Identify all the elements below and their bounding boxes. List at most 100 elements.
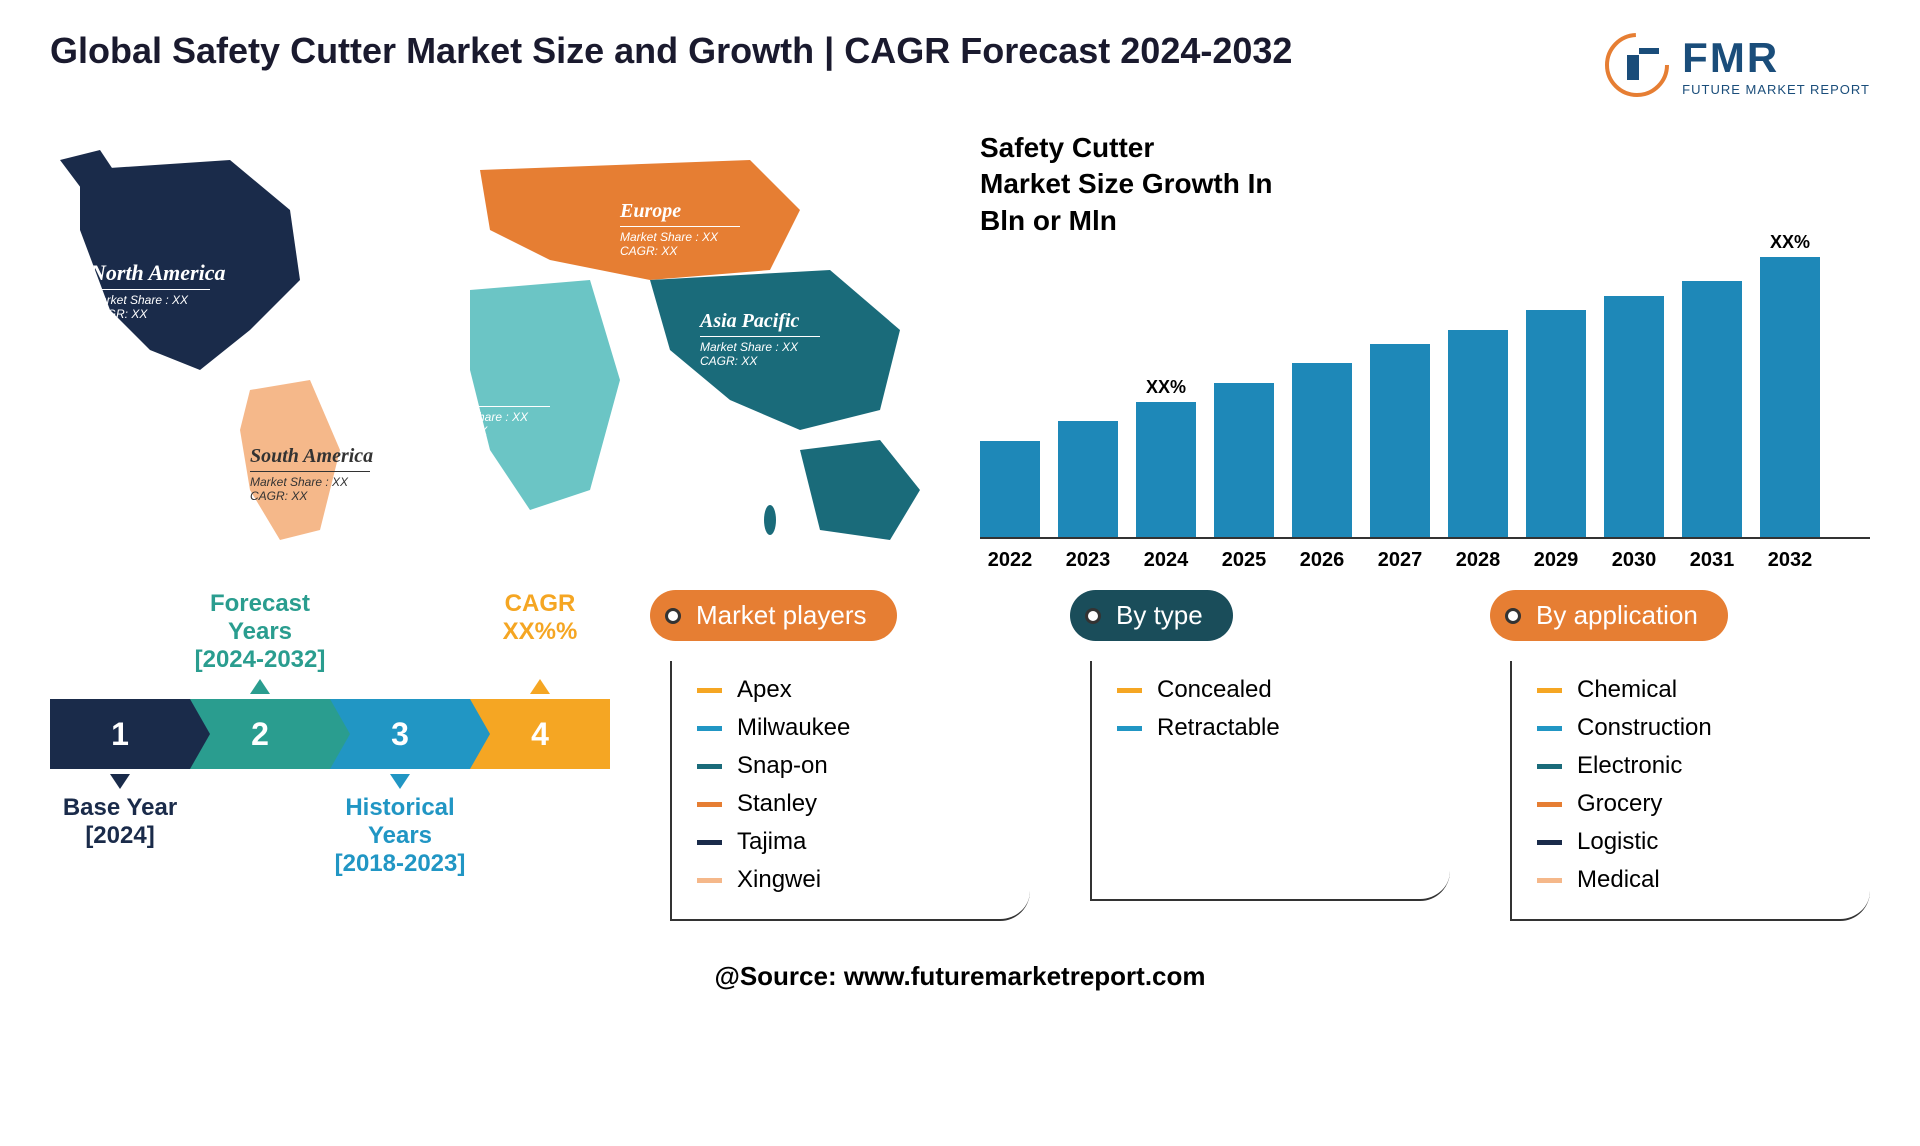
item-label: Concealed: [1157, 676, 1272, 704]
timeline-label-bottom: Historical Years[2018-2023]: [330, 794, 470, 878]
timeline-label-top: CAGRXX%%: [470, 590, 610, 674]
bar-year-label: 2024: [1136, 549, 1196, 572]
item-label: Electronic: [1577, 752, 1682, 780]
bar-wrap: XX%: [1136, 402, 1196, 537]
timeline-label-bottom: [470, 794, 610, 878]
category-dot-icon: [1085, 608, 1101, 624]
region-share: Market Share : XX: [620, 230, 740, 244]
item-dash-icon: [1117, 688, 1142, 693]
item-dash-icon: [1117, 726, 1142, 731]
timeline-step: 3: [330, 699, 470, 769]
item-dash-icon: [697, 840, 722, 845]
region-name: South America: [250, 445, 373, 468]
category-item: Concealed: [1117, 676, 1430, 704]
map-region-label: MEA Market Share : XX CAGR: XX: [430, 380, 550, 438]
category-item: Milwaukee: [697, 714, 1010, 742]
logo: FMR FUTURE MARKET REPORT: [1602, 30, 1870, 100]
item-dash-icon: [697, 878, 722, 883]
bar: [1526, 310, 1586, 537]
bar: [1370, 344, 1430, 537]
category-item: Xingwei: [697, 866, 1010, 894]
bar-year-label: 2023: [1058, 549, 1118, 572]
bar-year-label: 2027: [1370, 549, 1430, 572]
region-cagr: CAGR: XX: [620, 244, 740, 258]
region-name: Asia Pacific: [700, 310, 820, 333]
bar: [1292, 363, 1352, 537]
bar-annotation: XX%: [1146, 377, 1186, 398]
item-dash-icon: [697, 802, 722, 807]
bar: [1760, 257, 1820, 537]
region-share: Market Share : XX: [700, 340, 820, 354]
category-dot-icon: [665, 608, 681, 624]
category-item: Chemical: [1537, 676, 1850, 704]
item-label: Construction: [1577, 714, 1712, 742]
chart-title: Safety CutterMarket Size Growth InBln or…: [980, 130, 1870, 239]
category-item: Retractable: [1117, 714, 1430, 742]
bar-chart-section: Safety CutterMarket Size Growth InBln or…: [980, 130, 1870, 550]
bottom-section: Forecast Years[2024-2032]CAGRXX%%1234Bas…: [50, 590, 1870, 921]
item-label: Chemical: [1577, 676, 1677, 704]
category-header: By application: [1490, 590, 1728, 641]
category-item: Tajima: [697, 828, 1010, 856]
category-header: Market players: [650, 590, 897, 641]
item-label: Apex: [737, 676, 792, 704]
bar-wrap: XX%: [1760, 257, 1820, 537]
region-name: MEA: [430, 380, 550, 403]
item-dash-icon: [1537, 764, 1562, 769]
logo-main: FMR: [1682, 34, 1870, 82]
bar-year-label: 2030: [1604, 549, 1664, 572]
item-label: Tajima: [737, 828, 806, 856]
bar-year-label: 2025: [1214, 549, 1274, 572]
category-section: By application Chemical Construction Ele…: [1490, 590, 1870, 921]
bar-wrap: [1058, 421, 1118, 537]
category-item: Logistic: [1537, 828, 1850, 856]
item-label: Xingwei: [737, 866, 821, 894]
region-name: Europe: [620, 200, 740, 223]
timeline-step: 1: [50, 699, 190, 769]
category-title: Market players: [696, 600, 867, 631]
bar: [980, 441, 1040, 538]
category-item: Construction: [1537, 714, 1850, 742]
bar-wrap: [1214, 383, 1274, 537]
bar-wrap: [980, 441, 1040, 538]
category-dot-icon: [1505, 608, 1521, 624]
item-dash-icon: [1537, 726, 1562, 731]
timeline-section: Forecast Years[2024-2032]CAGRXX%%1234Bas…: [50, 590, 610, 921]
bar: [1136, 402, 1196, 537]
bar-wrap: [1604, 296, 1664, 537]
bar: [1058, 421, 1118, 537]
category-item: Stanley: [697, 790, 1010, 818]
bar-year-label: 2031: [1682, 549, 1742, 572]
page-title: Global Safety Cutter Market Size and Gro…: [50, 30, 1292, 72]
bar: [1214, 383, 1274, 537]
logo-sub: FUTURE MARKET REPORT: [1682, 82, 1870, 97]
bar-year-label: 2028: [1448, 549, 1508, 572]
region-share: Market Share : XX: [90, 293, 225, 307]
bar: [1448, 330, 1508, 538]
bar-chart: XX% XX% 20222023202420252026202720282029…: [980, 259, 1870, 539]
map-region-label: Asia Pacific Market Share : XX CAGR: XX: [700, 310, 820, 368]
bar-annotation: XX%: [1770, 232, 1810, 253]
timeline-label-bottom: Base Year[2024]: [50, 794, 190, 878]
item-dash-icon: [1537, 878, 1562, 883]
item-label: Logistic: [1577, 828, 1658, 856]
region-cagr: CAGR: XX: [250, 489, 373, 503]
region-share: Market Share : XX: [430, 410, 550, 424]
item-dash-icon: [697, 764, 722, 769]
arrow-down-icon: [110, 774, 130, 789]
bar-wrap: [1526, 310, 1586, 537]
item-label: Snap-on: [737, 752, 828, 780]
bar-wrap: [1370, 344, 1430, 537]
bar-year-label: 2022: [980, 549, 1040, 572]
category-title: By application: [1536, 600, 1698, 631]
region-share: Market Share : XX: [250, 475, 373, 489]
category-item: Medical: [1537, 866, 1850, 894]
category-list: Apex Milwaukee Snap-on Stanley Tajima Xi…: [670, 661, 1030, 921]
item-label: Milwaukee: [737, 714, 850, 742]
logo-icon: [1602, 30, 1672, 100]
timeline-step: 2: [190, 699, 330, 769]
category-title: By type: [1116, 600, 1203, 631]
region-cagr: CAGR: XX: [700, 354, 820, 368]
category-section: By type Concealed Retractable: [1070, 590, 1450, 921]
bar-year-label: 2026: [1292, 549, 1352, 572]
